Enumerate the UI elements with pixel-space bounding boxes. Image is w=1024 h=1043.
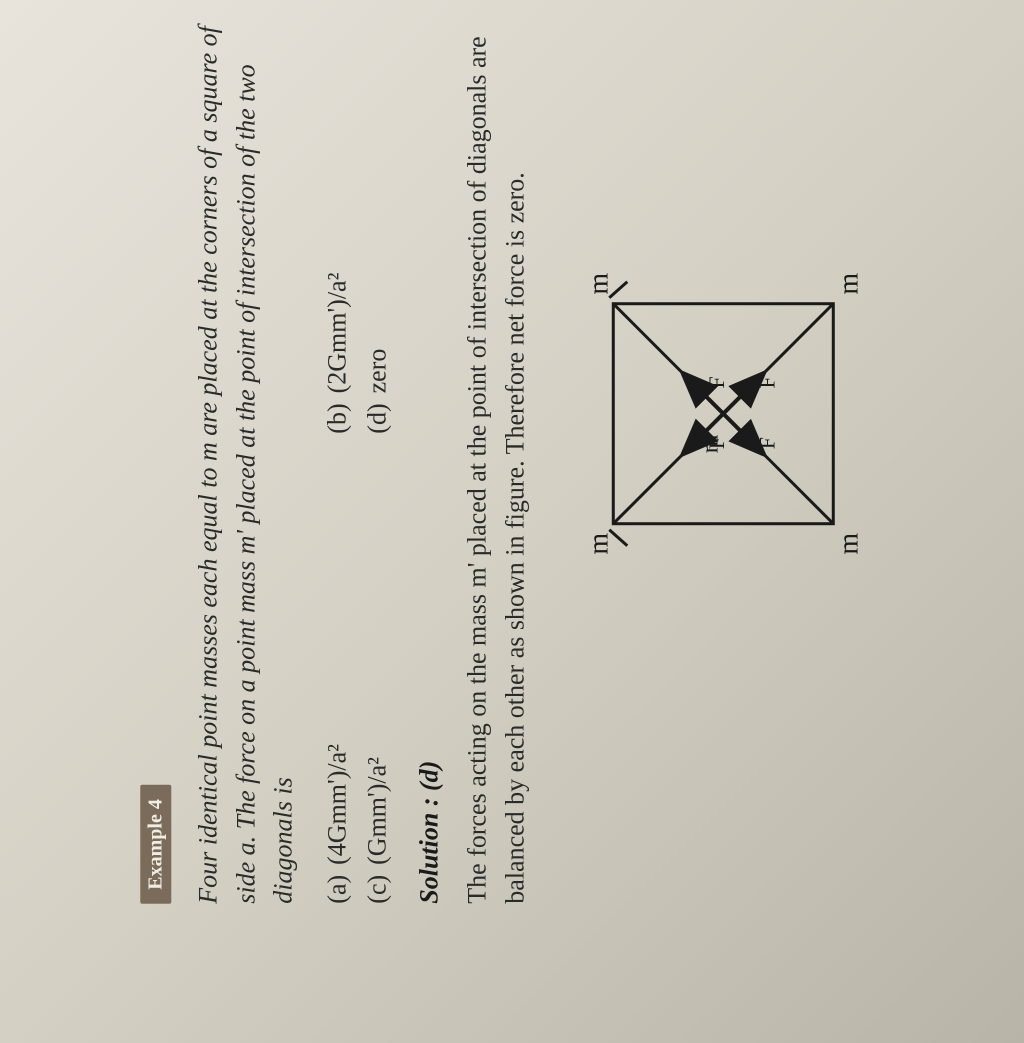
option-a: (a) (4Gmm')/a²	[322, 473, 352, 903]
option-tag: (d)	[362, 403, 392, 433]
option-c: (c) (Gmm')/a²	[362, 473, 392, 903]
option-text: zero	[362, 348, 392, 393]
diagram-container: mmmmm'FFFF	[564, 3, 884, 903]
option-tag: (c)	[362, 874, 392, 903]
option-tag: (b)	[322, 403, 352, 433]
option-d: (d) zero	[362, 3, 392, 433]
svg-text:m: m	[584, 532, 615, 554]
svg-text:m: m	[834, 532, 865, 554]
svg-text:F: F	[704, 376, 729, 388]
square-diagram: mmmmm'FFFF	[564, 253, 884, 573]
svg-text:m: m	[584, 272, 615, 294]
option-text: (4Gmm')/a²	[322, 744, 352, 865]
svg-text:F: F	[755, 376, 780, 388]
question-text: Four identical point masses each equal t…	[189, 3, 302, 903]
page-content: Example 4 Four identical point masses ea…	[100, 0, 923, 953]
example-label: Example 4	[140, 785, 171, 904]
svg-text:m: m	[834, 272, 865, 294]
option-text: (Gmm')/a²	[362, 757, 392, 865]
options-grid: (a) (4Gmm')/a² (b) (2Gmm')/a² (c) (Gmm')…	[322, 3, 392, 903]
option-text: (2Gmm')/a²	[322, 272, 352, 393]
svg-text:F: F	[755, 436, 780, 448]
svg-text:F: F	[704, 436, 729, 448]
solution-text: The forces acting on the mass m' placed …	[458, 3, 533, 903]
solution-label: Solution : (d)	[414, 3, 444, 903]
option-b: (b) (2Gmm')/a²	[322, 3, 352, 433]
option-tag: (a)	[322, 874, 352, 903]
